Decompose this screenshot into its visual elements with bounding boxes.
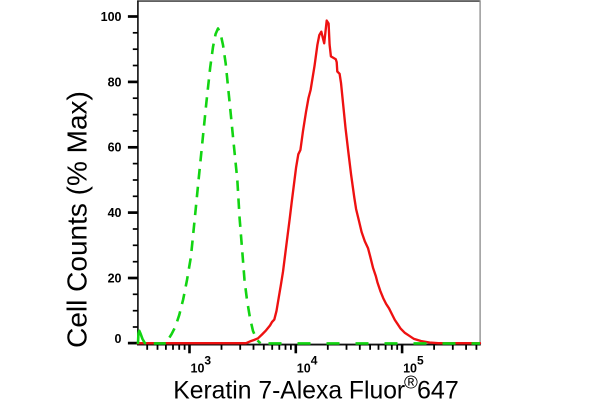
svg-text:60: 60 [108, 141, 122, 155]
svg-text:Cell Counts (% Max): Cell Counts (% Max) [62, 91, 93, 348]
svg-text:100: 100 [101, 10, 122, 24]
svg-text:20: 20 [108, 271, 122, 285]
svg-text:40: 40 [108, 206, 122, 220]
svg-text:Keratin 7-Alexa Fluor®647: Keratin 7-Alexa Fluor®647 [173, 371, 458, 404]
svg-text:0: 0 [115, 332, 122, 346]
svg-text:80: 80 [108, 75, 122, 89]
